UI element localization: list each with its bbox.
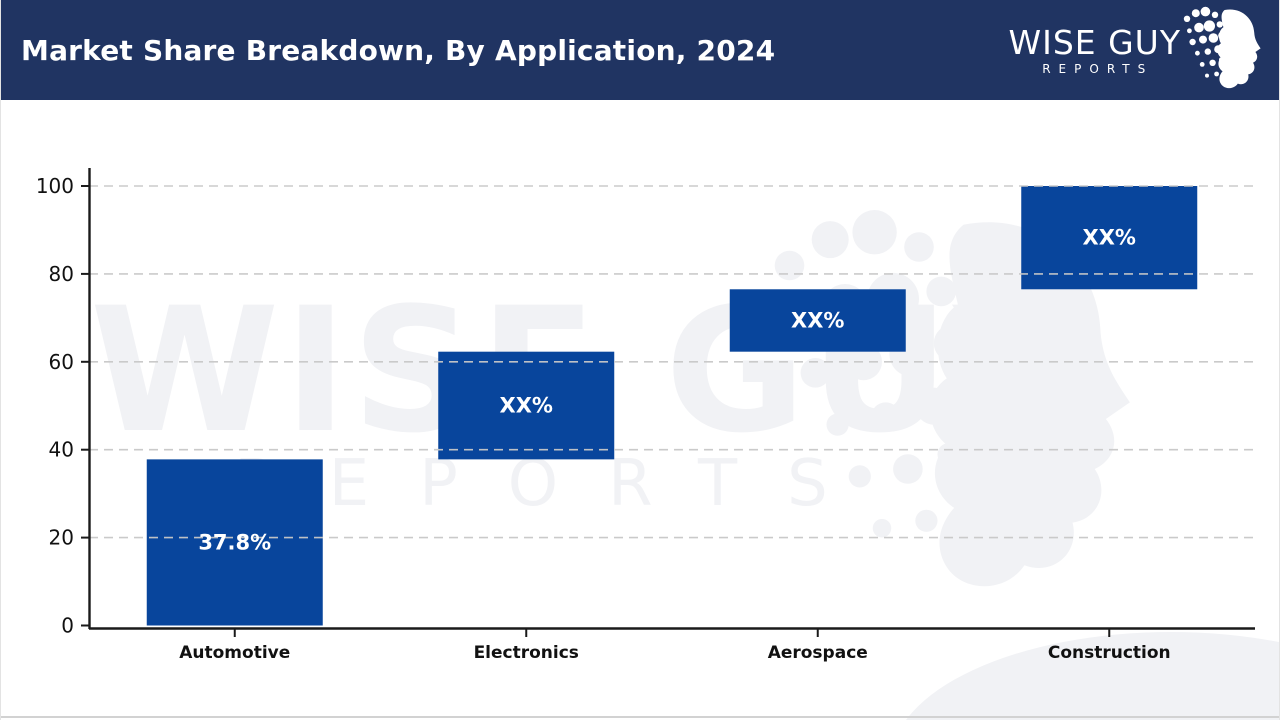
svg-text:20: 20: [49, 526, 74, 550]
wise-guy-logo: WISE GUY REPORTS: [1008, 6, 1267, 94]
tick-marks: [81, 185, 1111, 637]
bar-value-label-automotive: 37.8%: [198, 530, 271, 554]
x-axis-labels: Automotive Electronics Aerospace Constructi…: [179, 643, 1170, 663]
category-label-automotive: Automotive: [179, 643, 290, 663]
category-label-construction: Construction: [1048, 643, 1171, 663]
header-bar: Market Share Breakdown, By Application, …: [1, 0, 1279, 100]
bar-aerospace: [729, 289, 906, 352]
svg-text:80: 80: [49, 262, 74, 286]
logo-text: WISE GUY REPORTS: [1008, 26, 1181, 75]
bars-layer: [146, 186, 1198, 626]
bar-value-label-aerospace: XX%: [791, 308, 844, 332]
logo-face-icon: [1183, 6, 1261, 89]
bar-electronics: [438, 351, 615, 460]
svg-text:40: 40: [49, 438, 74, 462]
svg-text:100: 100: [36, 174, 74, 198]
axes: [88, 168, 1255, 630]
logo-subtitle: REPORTS: [1042, 61, 1154, 76]
logo-wordmark: WISE GUY: [1008, 22, 1181, 62]
bottom-divider: [1, 716, 1279, 718]
svg-text:0: 0: [61, 614, 74, 638]
bar-value-labels: 37.8% XX% XX% XX%: [198, 226, 1136, 555]
bar-value-label-construction: XX%: [1083, 226, 1136, 250]
bar-value-label-electronics: XX%: [500, 394, 553, 418]
category-label-aerospace: Aerospace: [768, 643, 868, 663]
category-label-electronics: Electronics: [474, 643, 579, 663]
bar-automotive: [146, 459, 323, 626]
y-axis-labels: 0 20 40 60 80 100: [36, 174, 74, 638]
chart-title: Market Share Breakdown, By Application, …: [21, 33, 776, 67]
svg-text:60: 60: [49, 350, 74, 374]
bar-construction: [1021, 186, 1198, 290]
